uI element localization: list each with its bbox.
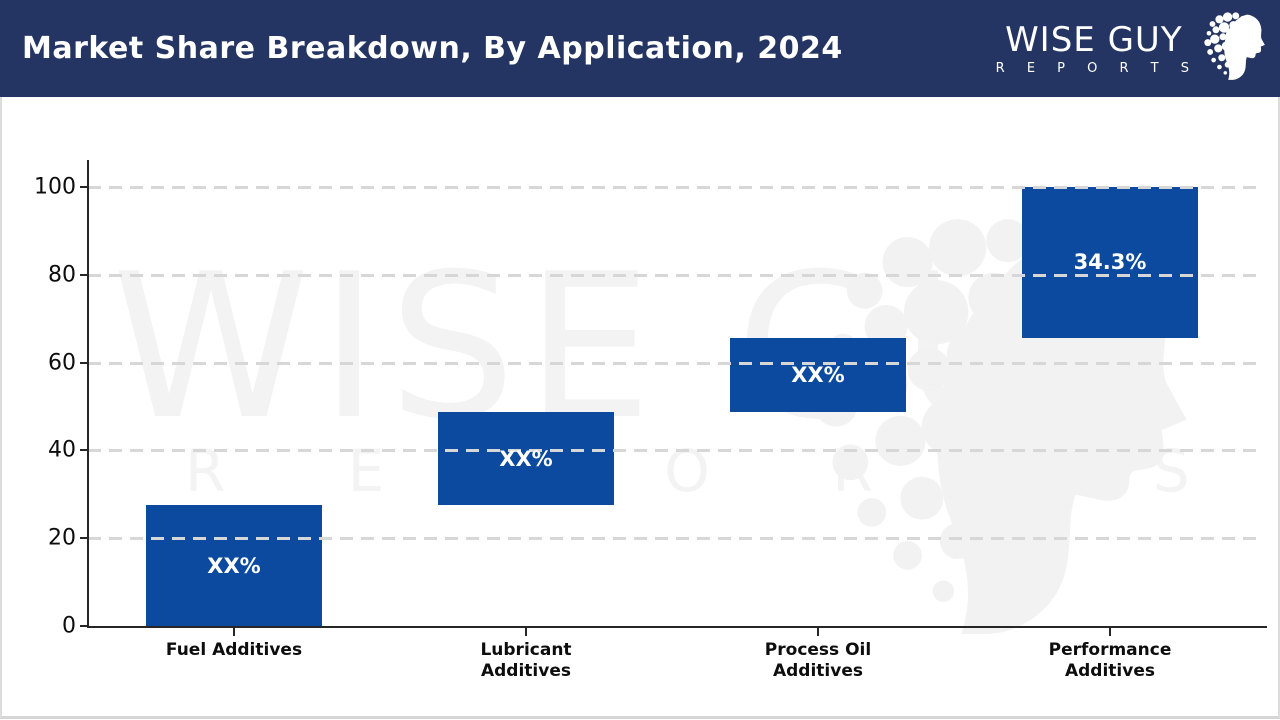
gridline-100 bbox=[88, 186, 1262, 189]
y-tick-mark-0 bbox=[80, 625, 88, 627]
logo-brand-text: WISE GUY bbox=[1005, 19, 1183, 60]
x-tick-mark bbox=[525, 628, 527, 636]
y-tick-mark-100 bbox=[80, 186, 88, 188]
bar-lubricant-additives bbox=[438, 412, 614, 506]
y-tick-label-80: 80 bbox=[48, 262, 76, 288]
wise-guy-reports-logo: WISE GUY R E P O R T S bbox=[990, 6, 1266, 92]
bar-process-oil-additives bbox=[730, 337, 906, 413]
gridline-40 bbox=[88, 449, 1262, 453]
x-category-label: Lubricant Additives bbox=[480, 640, 572, 681]
gridline-20 bbox=[88, 537, 1262, 541]
bar-value-label: XX% bbox=[791, 362, 845, 387]
y-tick-label-20: 20 bbox=[48, 525, 76, 551]
y-axis-line bbox=[87, 160, 89, 628]
y-tick-label-40: 40 bbox=[48, 437, 76, 463]
chart-canvas-frame bbox=[0, 97, 1280, 719]
x-tick-mark bbox=[1109, 628, 1111, 636]
bar-value-label: XX% bbox=[207, 553, 261, 578]
y-tick-mark-20 bbox=[80, 537, 88, 540]
bar-performance-additives bbox=[1022, 187, 1198, 338]
bar-value-label: XX% bbox=[499, 446, 553, 471]
y-tick-mark-80 bbox=[80, 273, 88, 276]
logo-text: WISE GUY R E P O R T S bbox=[990, 23, 1198, 76]
x-category-label: Process Oil Additives bbox=[764, 640, 872, 681]
y-tick-label-0: 0 bbox=[62, 613, 76, 639]
gridline-80 bbox=[88, 273, 1262, 277]
x-tick-mark bbox=[817, 628, 819, 636]
gridline-60 bbox=[88, 361, 1262, 365]
x-category-label: Performance Additives bbox=[1048, 640, 1172, 681]
y-tick-mark-60 bbox=[80, 361, 88, 364]
logo-head-dots-icon bbox=[1204, 12, 1265, 80]
y-tick-label-60: 60 bbox=[48, 350, 76, 376]
page-title: Market Share Breakdown, By Application, … bbox=[22, 31, 843, 66]
logo-sub-text: R E P O R T S bbox=[995, 60, 1198, 76]
bar-fuel-additives bbox=[146, 505, 322, 626]
header-bar: Market Share Breakdown, By Application, … bbox=[0, 0, 1280, 97]
x-axis-line bbox=[87, 626, 1267, 628]
y-tick-label-100: 100 bbox=[34, 174, 76, 200]
x-tick-mark bbox=[233, 628, 235, 636]
y-tick-mark-40 bbox=[80, 449, 88, 452]
x-category-label: Fuel Additives bbox=[165, 640, 303, 660]
bar-value-label: 34.3% bbox=[1073, 250, 1147, 275]
